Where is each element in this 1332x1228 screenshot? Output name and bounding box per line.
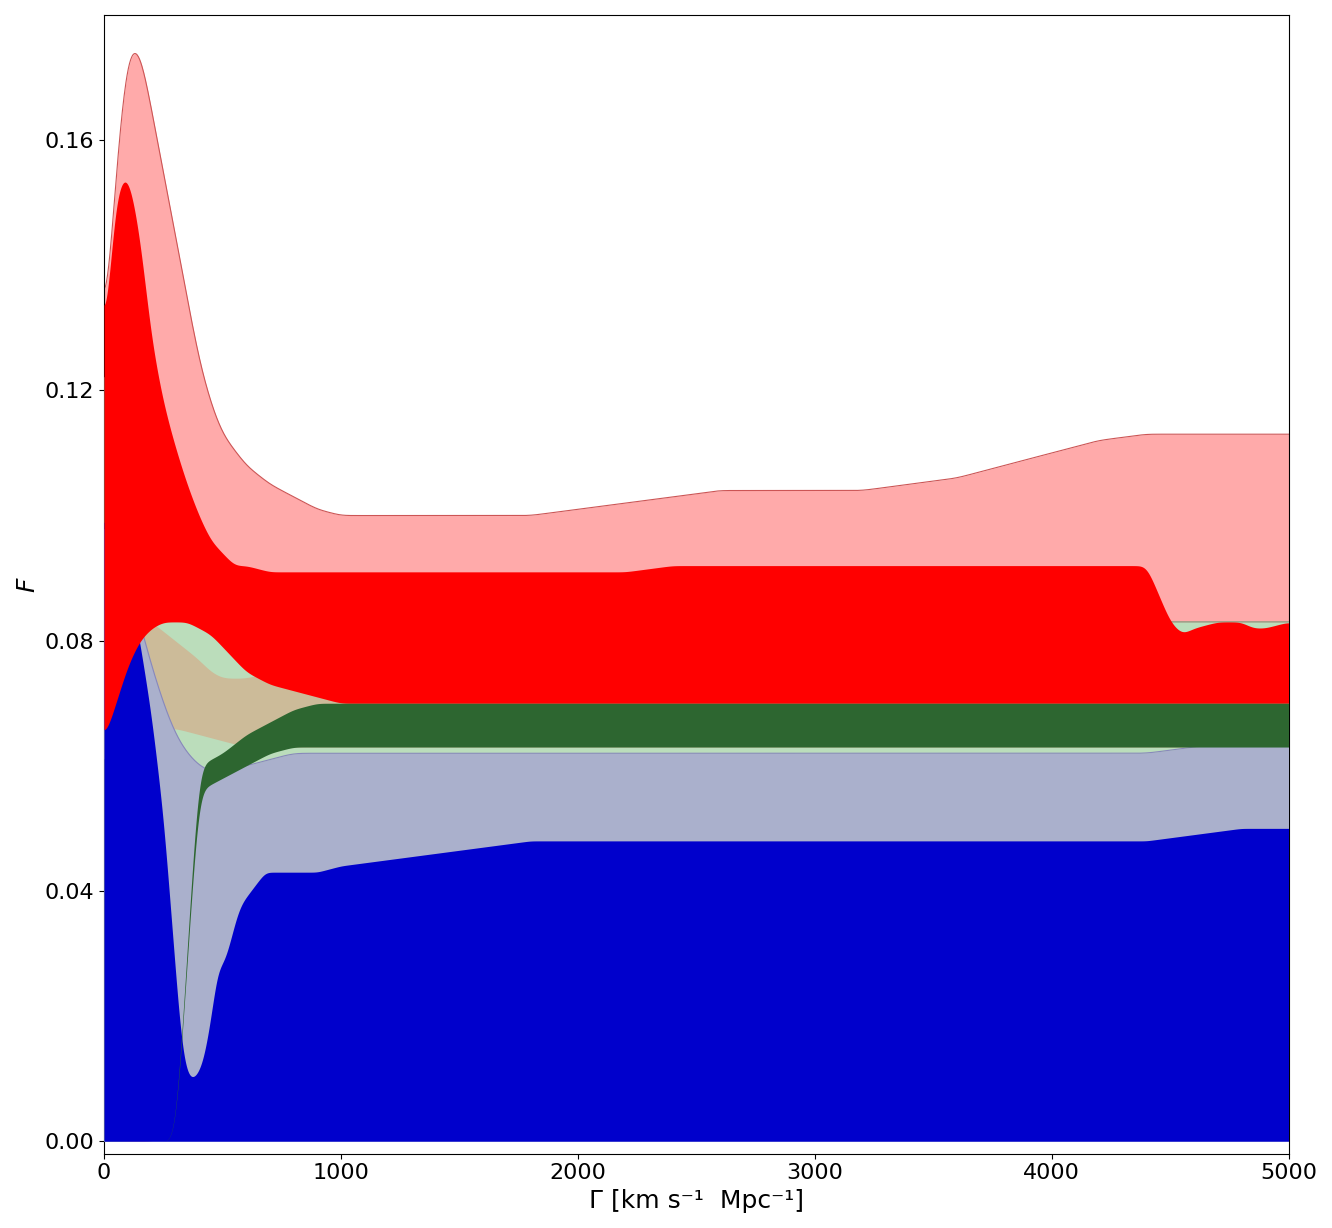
X-axis label: Γ [km s⁻¹  Mpc⁻¹]: Γ [km s⁻¹ Mpc⁻¹]: [589, 1189, 803, 1213]
Y-axis label: F: F: [15, 577, 39, 592]
